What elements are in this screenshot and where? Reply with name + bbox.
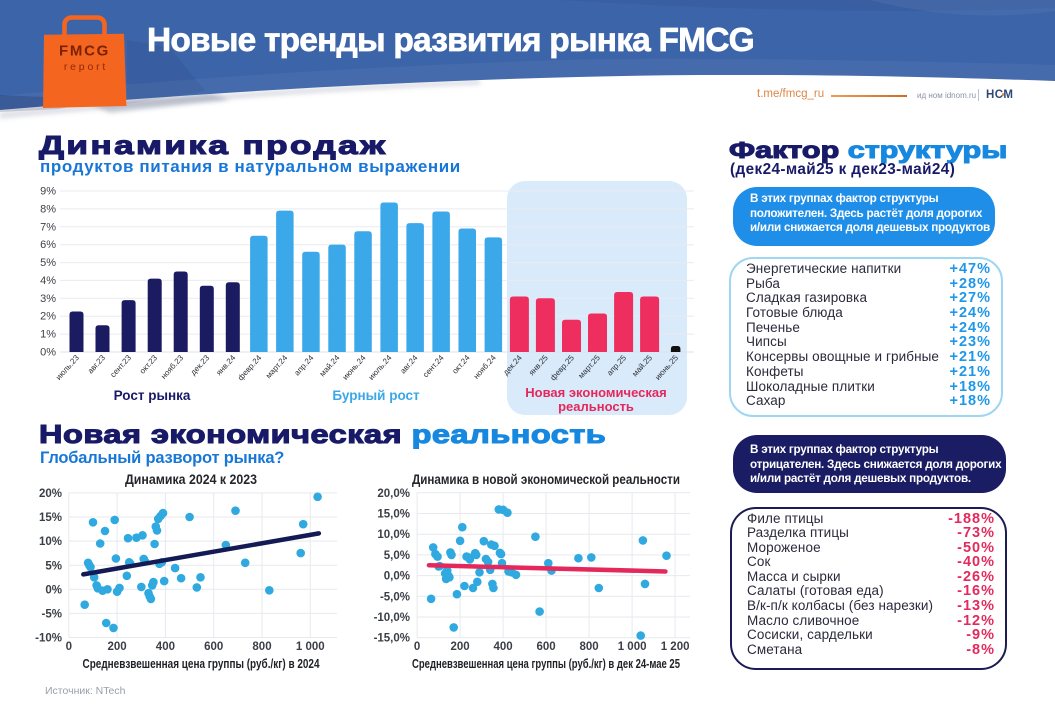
svg-text:20,0%: 20,0% — [377, 488, 410, 500]
svg-text:Средневзвешенная цена группы (: Средневзвешенная цена группы (руб./кг) в… — [412, 656, 680, 671]
svg-text:600: 600 — [204, 641, 223, 653]
svg-text:200: 200 — [451, 641, 470, 653]
svg-text:10%: 10% — [39, 536, 62, 548]
svg-text:200: 200 — [108, 641, 127, 653]
svg-text:-10,0%: -10,0% — [374, 612, 410, 624]
svg-text:400: 400 — [156, 641, 175, 653]
svg-text:Бурный рост: Бурный рост — [332, 388, 420, 403]
svg-text:4%: 4% — [40, 275, 56, 287]
svg-text:1 200: 1 200 — [661, 641, 690, 653]
svg-text:800: 800 — [252, 641, 271, 653]
svg-text:0%: 0% — [45, 584, 62, 596]
svg-text:2%: 2% — [40, 311, 56, 323]
svg-text:9%: 9% — [40, 186, 56, 198]
svg-text:Рост рынка: Рост рынка — [114, 388, 191, 403]
svg-text:1 000: 1 000 — [618, 641, 647, 653]
svg-text:-5,0%: -5,0% — [380, 591, 410, 603]
svg-text:5,0%: 5,0% — [384, 550, 410, 562]
svg-text:15,0%: 15,0% — [377, 509, 410, 521]
svg-text:0: 0 — [414, 641, 420, 653]
svg-text:0: 0 — [66, 641, 72, 653]
svg-text:6%: 6% — [40, 239, 56, 251]
svg-text:400: 400 — [494, 641, 513, 653]
svg-text:1%: 1% — [40, 329, 56, 341]
svg-text:-5%: -5% — [42, 609, 62, 621]
svg-text:5%: 5% — [40, 257, 56, 269]
svg-text:Новая экономическая: Новая экономическая — [525, 385, 666, 400]
svg-text:реальность: реальность — [558, 399, 634, 414]
svg-text:-15,0%: -15,0% — [374, 633, 410, 645]
svg-text:5%: 5% — [45, 560, 62, 572]
svg-text:8%: 8% — [40, 203, 56, 215]
svg-text:-10%: -10% — [35, 633, 62, 645]
svg-text:3%: 3% — [40, 293, 56, 305]
svg-text:Средневзвешенная цена группы (: Средневзвешенная цена группы (руб./кг) в… — [83, 656, 321, 671]
svg-text:FMCG: FMCG — [59, 43, 110, 60]
svg-text:Динамика 2024 к 2023: Динамика 2024 к 2023 — [125, 472, 257, 487]
svg-text:20%: 20% — [39, 488, 62, 500]
svg-text:600: 600 — [537, 641, 556, 653]
svg-text:0%: 0% — [40, 347, 56, 359]
svg-text:10,0%: 10,0% — [377, 529, 410, 541]
svg-text:report: report — [64, 61, 108, 73]
svg-text:Динамика в новой экономической: Динамика в новой экономической реальност… — [412, 472, 680, 487]
svg-text:0,0%: 0,0% — [384, 571, 410, 583]
svg-text:800: 800 — [580, 641, 599, 653]
svg-text:15%: 15% — [39, 512, 62, 524]
svg-text:7%: 7% — [40, 221, 56, 233]
svg-text:1 000: 1 000 — [296, 641, 325, 653]
